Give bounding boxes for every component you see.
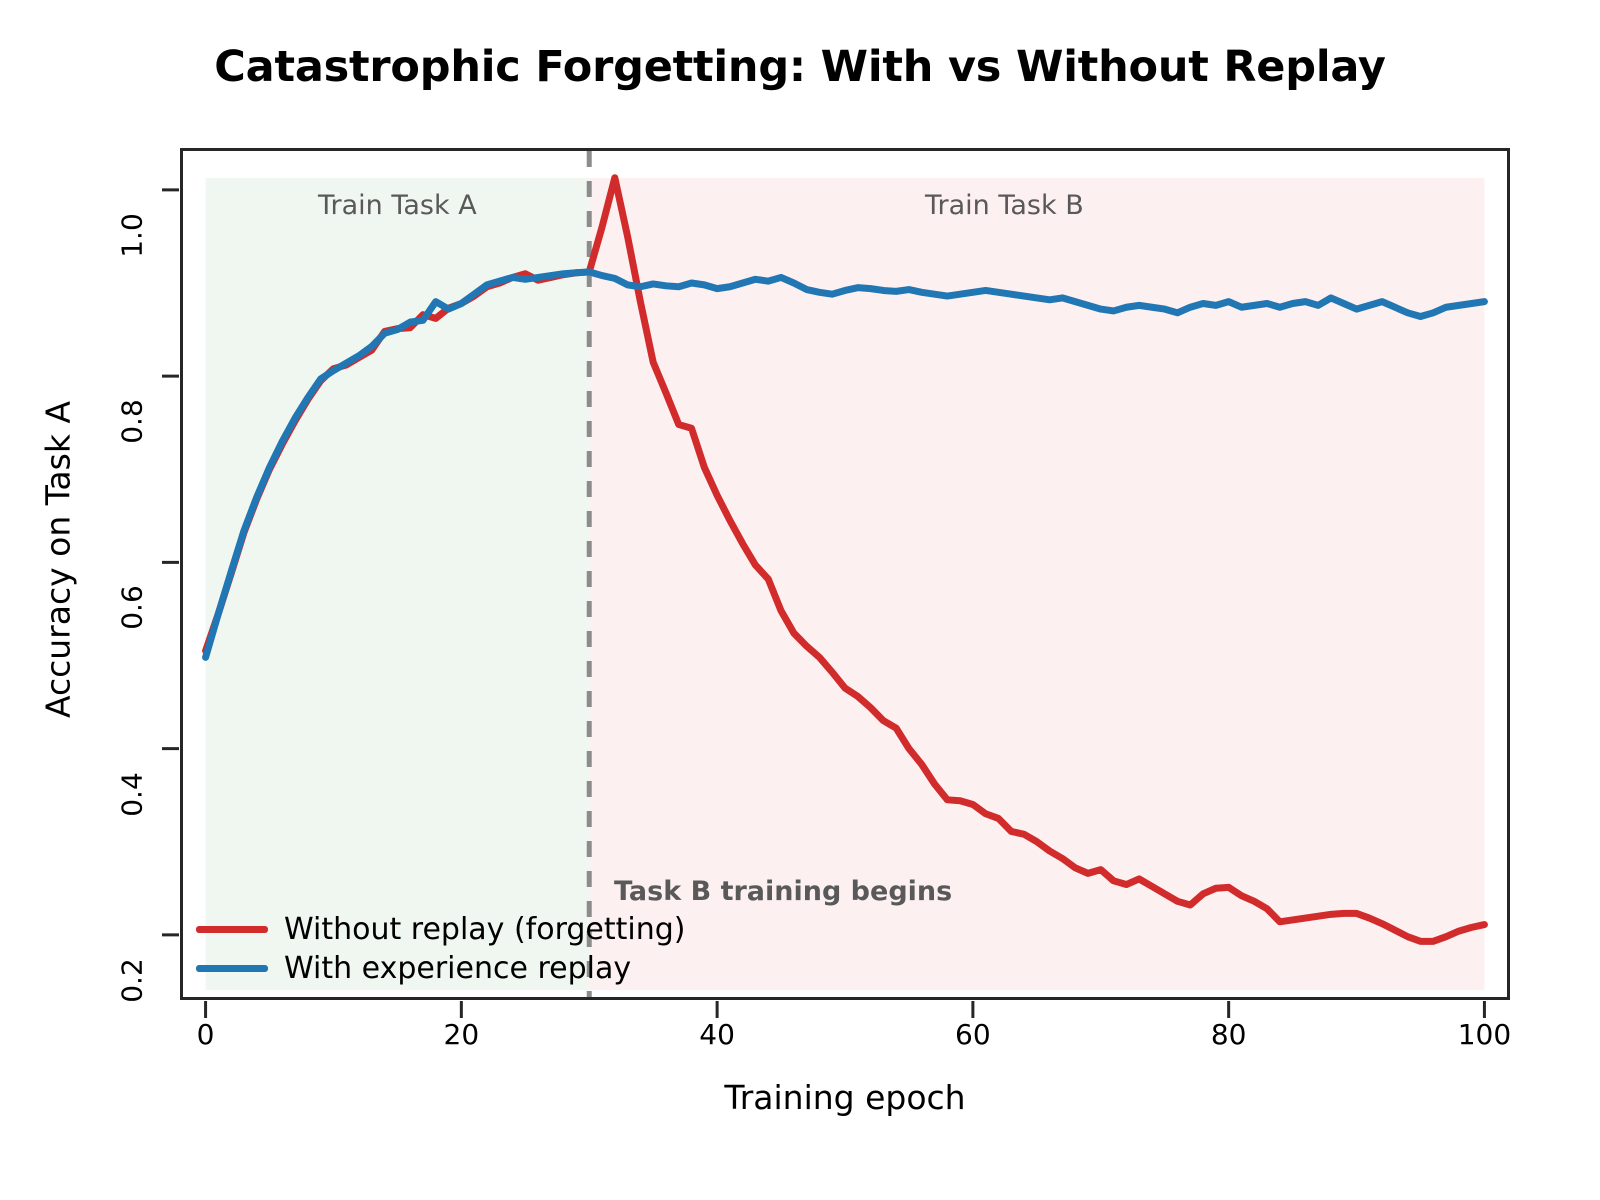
x-axis-label: Training epoch [724, 1078, 966, 1117]
legend-item: Without replay (forgetting) [196, 910, 686, 949]
y-tick-label: 0.6 [115, 585, 149, 631]
legend-label: Without replay (forgetting) [284, 912, 686, 947]
x-tick-label: 0 [196, 1018, 215, 1051]
legend-item: With experience replay [196, 949, 686, 988]
y-tick-label: 1.0 [115, 213, 149, 258]
region-label-train-task-b: Train Task B [925, 190, 1084, 221]
y-tick-label: 0.8 [115, 399, 149, 444]
x-tick-label: 40 [699, 1018, 735, 1051]
y-tick-label: 0.4 [115, 771, 149, 817]
x-tick-label: 100 [1457, 1018, 1512, 1051]
x-tick-label: 20 [443, 1018, 480, 1051]
page-title: Catastrophic Forgetting: With vs Without… [214, 42, 1386, 92]
legend-swatch-without-replay [196, 926, 268, 933]
x-tick-label: 80 [1210, 1018, 1247, 1051]
annotation-label-task-b-begins: Task B training begins [614, 876, 953, 907]
legend: Without replay (forgetting) With experien… [196, 910, 686, 988]
x-tick-label: 60 [955, 1018, 991, 1051]
legend-swatch-with-replay [196, 965, 268, 972]
y-axis-label: Accuracy on Task A [38, 400, 78, 719]
y-tick-label: 0.2 [115, 958, 149, 1003]
region-label-train-task-a: Train Task A [318, 190, 477, 221]
legend-label: With experience replay [284, 951, 632, 986]
plot-area [180, 148, 1510, 1000]
